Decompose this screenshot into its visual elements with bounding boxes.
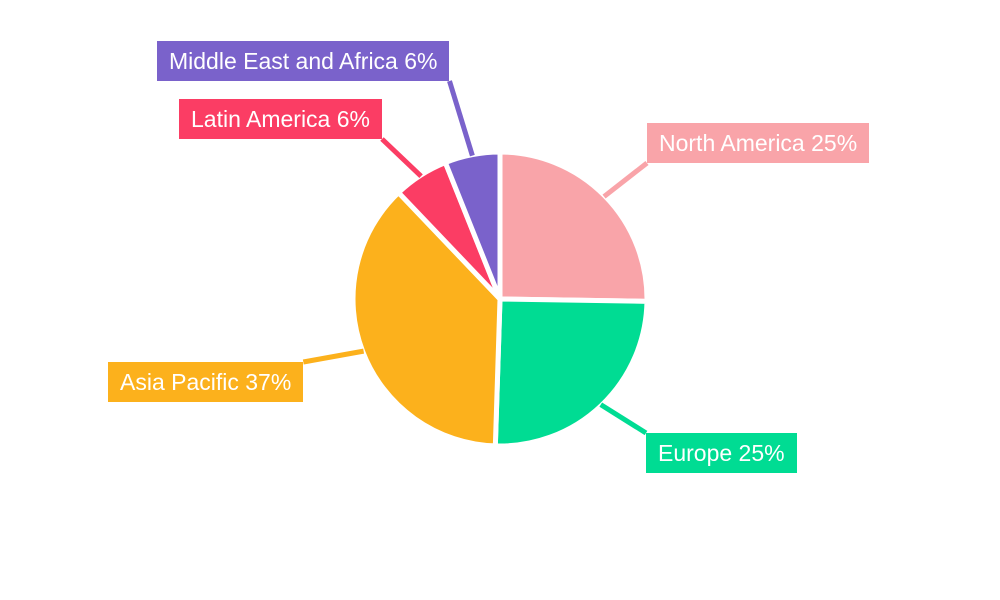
pie-slice-north-america[interactable]: [497, 149, 650, 304]
callout-label-north-america: North America 25%: [647, 123, 870, 163]
callout-label-asia-pacific: Asia Pacific 37%: [108, 362, 304, 402]
leader-line-asia-pacific: [302, 348, 365, 365]
callout-label-europe: Europe 25%: [646, 433, 797, 473]
callout-label-middle-east-and-africa: Middle East and Africa 6%: [157, 41, 450, 81]
leader-line-europe: [599, 402, 648, 436]
leader-line-north-america: [602, 161, 649, 199]
pie-slice-europe[interactable]: [492, 296, 650, 449]
leader-line-latin-america: [380, 137, 423, 178]
leader-line-middle-east-and-africa: [447, 80, 475, 157]
callout-label-latin-america: Latin America 6%: [179, 99, 382, 139]
